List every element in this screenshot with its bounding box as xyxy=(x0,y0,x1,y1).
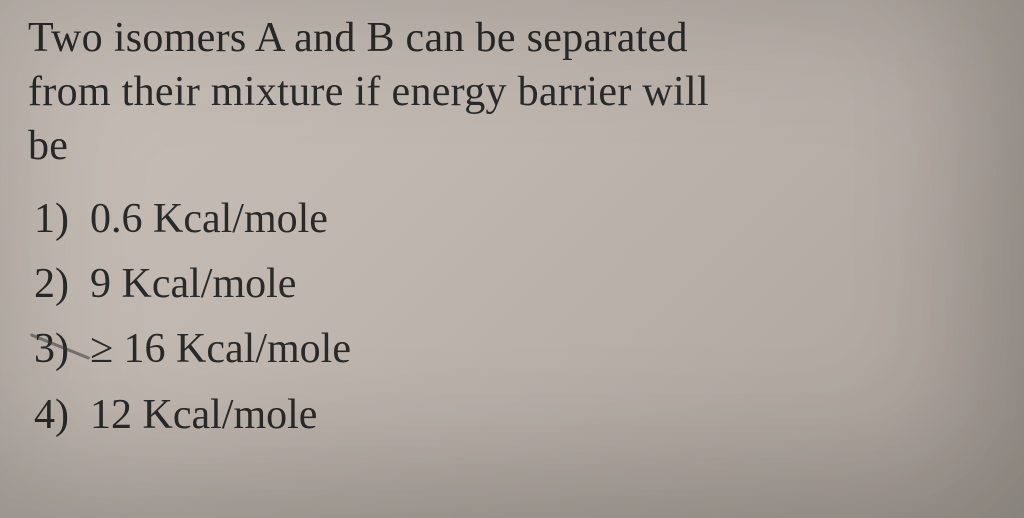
question-line-3: be xyxy=(28,123,68,169)
option-4: 4) 12 Kcal/mole xyxy=(34,383,996,448)
option-text: 9 Kcal/mole xyxy=(90,252,296,317)
option-text: ≥ 16 Kcal/mole xyxy=(90,317,351,382)
page: Two isomers A and B can be separated fro… xyxy=(0,0,1024,518)
question-line-2: from their mixture if energy barrier wil… xyxy=(28,69,709,115)
option-text: 12 Kcal/mole xyxy=(90,383,317,448)
options-list: 1) 0.6 Kcal/mole 2) 9 Kcal/mole 3) ≥ 16 … xyxy=(28,187,996,447)
question-text: Two isomers A and B can be separated fro… xyxy=(28,12,996,173)
option-number: 4) xyxy=(34,383,90,448)
option-number: 2) xyxy=(34,252,90,317)
option-text: 0.6 Kcal/mole xyxy=(90,187,328,252)
option-3: 3) ≥ 16 Kcal/mole xyxy=(34,317,996,382)
option-2: 2) 9 Kcal/mole xyxy=(34,252,996,317)
option-1: 1) 0.6 Kcal/mole xyxy=(34,187,996,252)
option-number: 3) xyxy=(34,317,90,382)
question-line-1: Two isomers A and B can be separated xyxy=(28,15,688,61)
option-number: 1) xyxy=(34,187,90,252)
